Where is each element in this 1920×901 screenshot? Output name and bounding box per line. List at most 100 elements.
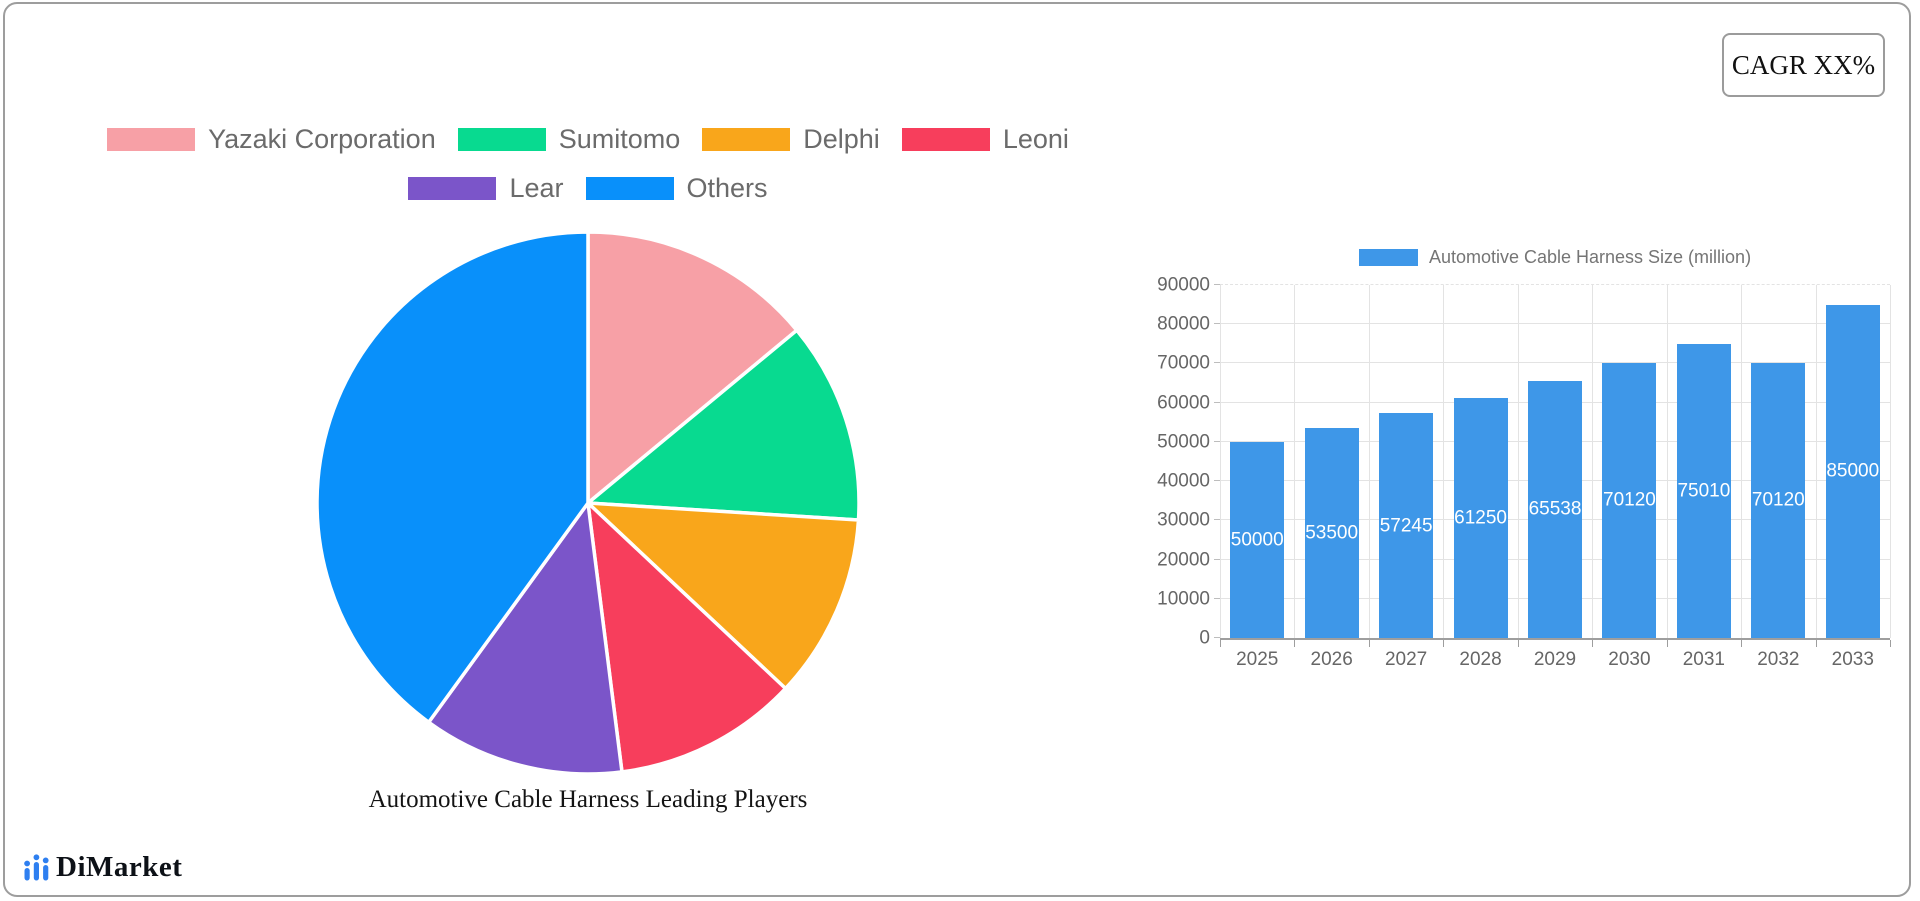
pie-slice-delphi[interactable]	[586, 501, 861, 691]
bar-2030[interactable]: 70120	[1602, 362, 1657, 638]
x-gridline	[1368, 285, 1370, 638]
bar-2032[interactable]: 70120	[1751, 362, 1806, 638]
bar-2029[interactable]: 65538	[1528, 380, 1582, 638]
y-axis-tick-mark	[1214, 480, 1220, 482]
bar-legend-item[interactable]: Automotive Cable Harness Size (million)	[1220, 244, 1890, 270]
x-gridline	[1741, 285, 1743, 638]
y-axis-tick-mark	[1214, 362, 1220, 364]
legend-item-leoni[interactable]: Leoni	[901, 124, 1069, 154]
bar-2026[interactable]: 53500	[1304, 428, 1359, 638]
legend-swatch	[702, 128, 791, 151]
bar-value-label: 70120	[1603, 489, 1656, 511]
y-axis-tick-label: 60000	[1157, 392, 1210, 414]
bar-legend-label: Automotive Cable Harness Size (million)	[1428, 246, 1752, 267]
y-axis-tick-label: 30000	[1157, 509, 1210, 531]
x-axis-tick-mark	[1666, 640, 1668, 647]
bar-plot: 0 10000 20000 30000 40000 50000 60000 70000 8000…	[1157, 276, 1891, 669]
pie-slice-leoni[interactable]	[586, 501, 788, 774]
x-axis-tick-mark	[1890, 640, 1891, 647]
legend-item-sumitomo[interactable]: Sumitomo	[457, 124, 681, 154]
y-axis-tick-label: 50000	[1157, 431, 1210, 453]
y-axis-tick-label: 40000	[1157, 470, 1210, 492]
bar-2028[interactable]: 61250	[1453, 397, 1508, 638]
x-axis-category-label: 2030	[1608, 649, 1651, 670]
y-axis-tick-mark	[1214, 519, 1220, 521]
bar-value-label: 65538	[1528, 498, 1582, 520]
x-axis-tick-mark	[1294, 640, 1296, 647]
cagr-badge: CAGR XX%	[1722, 33, 1885, 97]
x-axis-tick-mark	[1368, 640, 1370, 647]
y-axis-tick-label: 20000	[1157, 549, 1210, 571]
legend-label: Leoni	[1002, 124, 1069, 154]
bar-value-label: 50000	[1230, 529, 1284, 551]
pie-slice-yazaki-corporation[interactable]	[586, 230, 799, 505]
brand-name: DiMarket	[56, 851, 183, 883]
x-gridline	[1294, 285, 1296, 638]
cagr-label: CAGR XX%	[1731, 49, 1876, 80]
y-axis-tick-mark	[1214, 401, 1220, 403]
y-axis-tick-mark	[1214, 558, 1220, 560]
bar-2025[interactable]: 50000	[1230, 441, 1285, 638]
x-axis-category-label: 2025	[1236, 649, 1279, 670]
x-axis-category-label: 2031	[1682, 649, 1726, 670]
x-gridline	[1592, 285, 1594, 638]
x-gridline	[1220, 285, 1221, 638]
legend-item-lear[interactable]: Lear	[408, 173, 564, 203]
x-gridline	[1443, 285, 1445, 638]
y-gridline	[1220, 362, 1890, 364]
legend-swatch	[107, 128, 196, 151]
legend-item-others[interactable]: Others	[585, 175, 768, 202]
y-axis-tick-label: 0	[1199, 627, 1210, 649]
y-axis-tick-mark	[1214, 284, 1220, 285]
legend-label: Lear	[509, 173, 564, 203]
y-axis-tick-label: 90000	[1157, 274, 1210, 296]
legend-swatch	[901, 128, 990, 151]
legend-item-yazaki-corporation[interactable]: Yazaki Corporation	[107, 126, 436, 153]
y-axis-tick-label: 70000	[1157, 352, 1210, 374]
bar-legend-swatch	[1358, 248, 1418, 266]
x-gridline	[1517, 285, 1519, 638]
pie-slice-sumitomo[interactable]	[586, 328, 861, 522]
x-axis-category-label: 2033	[1831, 649, 1874, 670]
legend-label: Sumitomo	[558, 124, 681, 154]
bar-2031[interactable]: 75010	[1676, 343, 1731, 638]
x-axis-category-label: 2029	[1533, 649, 1577, 670]
x-axis-tick-mark	[1220, 640, 1221, 647]
bar-2033[interactable]: 85000	[1825, 304, 1880, 638]
legend-label: Yazaki Corporation	[208, 124, 436, 154]
y-axis-tick-label: 80000	[1157, 313, 1210, 335]
x-gridline	[1815, 285, 1817, 638]
x-axis-tick-mark	[1443, 640, 1445, 647]
bar-chart: Automotive Cable Harness Size (million) …	[1150, 244, 1891, 669]
pie-slice-others[interactable]	[315, 230, 590, 724]
x-axis-category-label: 2028	[1459, 649, 1502, 670]
bar-chart-logo-icon	[24, 854, 49, 881]
bar-2027[interactable]: 57245	[1379, 413, 1434, 638]
pie-chart	[315, 230, 861, 776]
pie-legend: Yazaki Corporation Sumitomo Delphi Leoni Lea…	[0, 126, 1176, 202]
bar-value-label: 70120	[1751, 489, 1805, 511]
y-axis-tick-mark	[1214, 440, 1220, 442]
pie-title: Automotive Cable Harness Leading Players	[368, 786, 808, 813]
y-gridline	[1220, 284, 1890, 285]
y-axis-tick-mark	[1214, 323, 1220, 325]
pie-legend-row: Yazaki Corporation Sumitomo Delphi Leoni	[107, 126, 1069, 153]
x-axis-category-label: 2026	[1310, 649, 1353, 670]
x-axis-tick-mark	[1517, 640, 1519, 647]
pie-slice-lear[interactable]	[426, 501, 624, 776]
bar-value-label: 57245	[1379, 515, 1433, 537]
legend-label: Delphi	[803, 124, 880, 154]
x-axis-category-label: 2032	[1757, 649, 1800, 670]
y-axis-tick-mark	[1214, 637, 1220, 638]
x-gridline	[1890, 285, 1891, 638]
x-gridline	[1666, 285, 1668, 638]
y-axis-tick-label: 10000	[1157, 588, 1210, 610]
pie-legend-row: Lear Others	[408, 173, 768, 203]
legend-swatch	[585, 177, 674, 200]
legend-swatch	[457, 128, 546, 151]
bar-value-label: 85000	[1826, 460, 1880, 482]
legend-item-delphi[interactable]: Delphi	[702, 126, 880, 153]
x-axis-tick-mark	[1741, 640, 1743, 647]
y-gridline	[1220, 323, 1890, 325]
x-axis-category-label: 2027	[1384, 649, 1428, 670]
